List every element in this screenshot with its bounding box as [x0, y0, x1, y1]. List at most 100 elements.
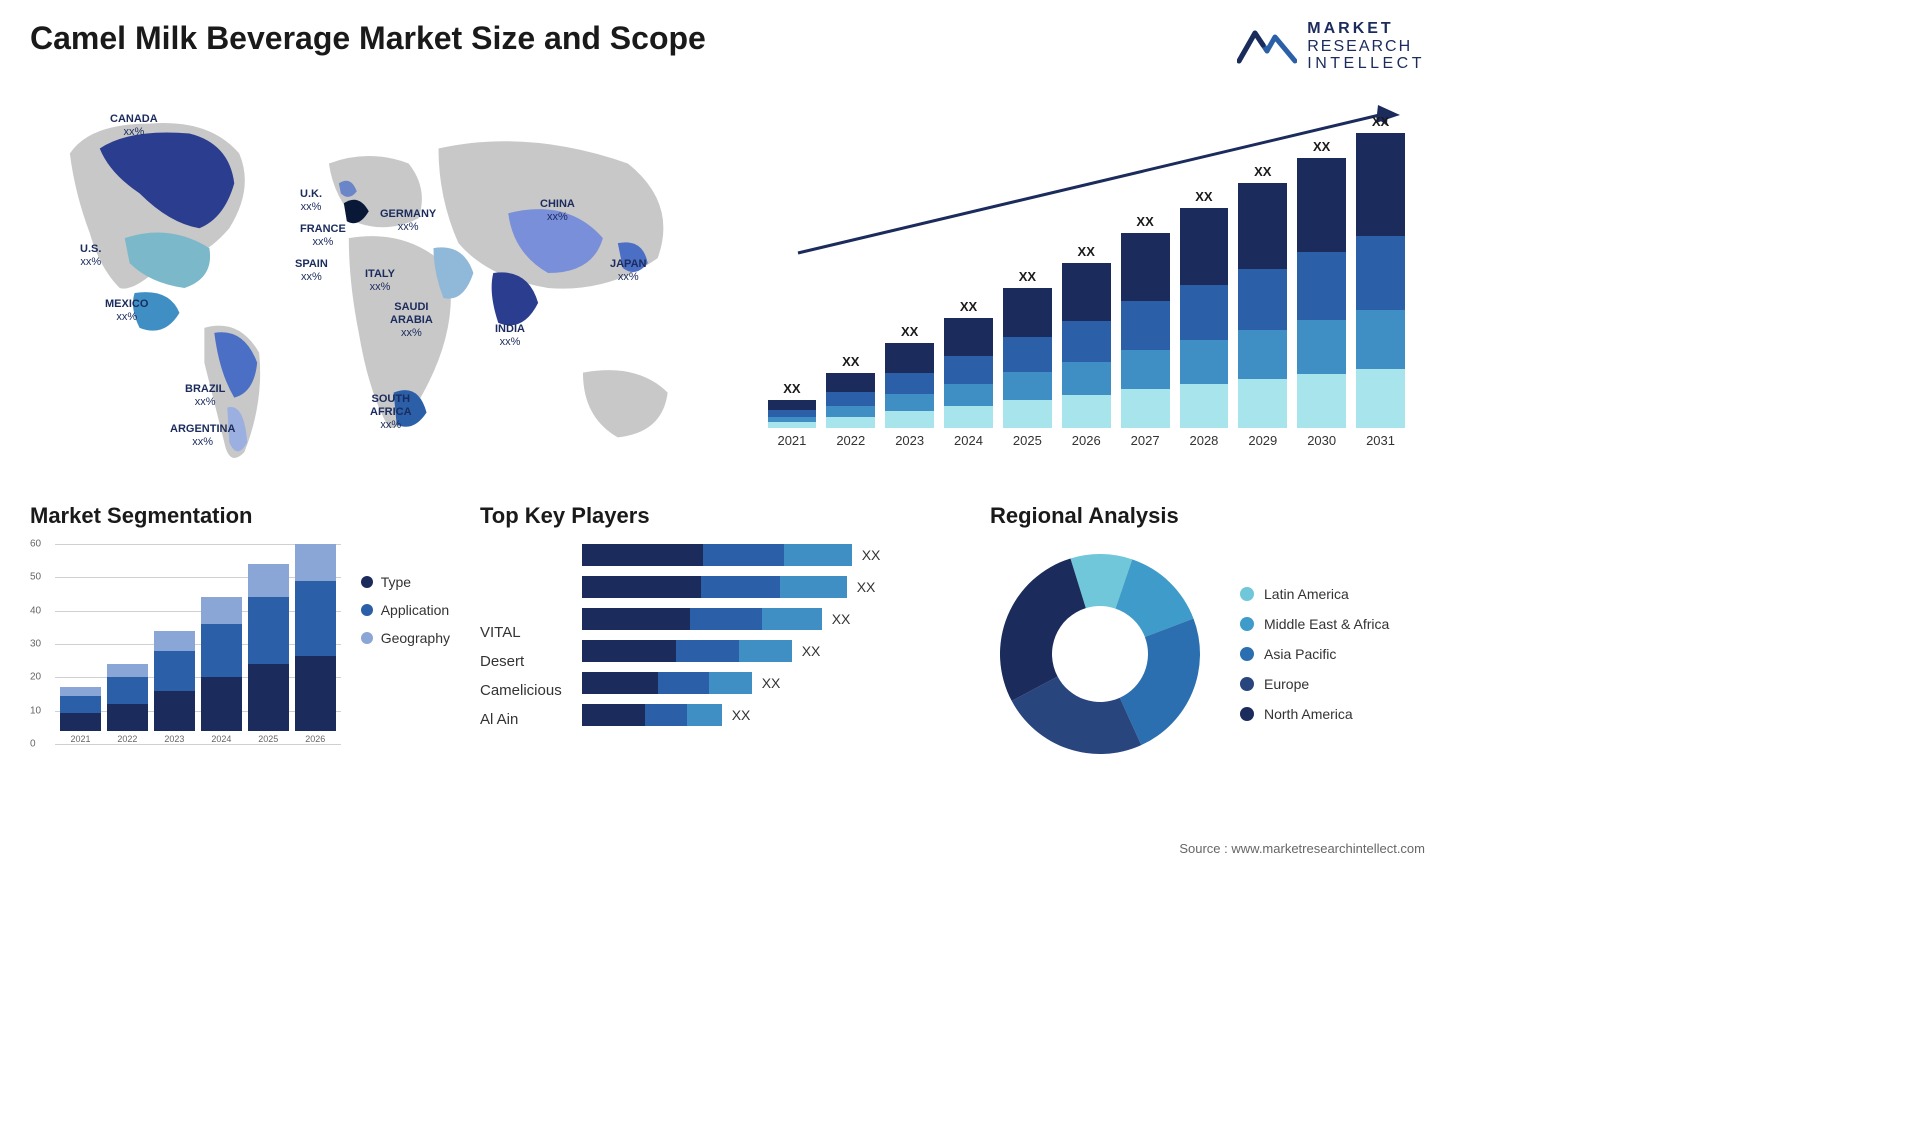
seg-xlabel: 2023: [164, 734, 184, 744]
seg-xlabel: 2021: [70, 734, 90, 744]
seg-ylabel: 50: [30, 572, 41, 583]
map-label-germany: GERMANYxx%: [380, 208, 436, 234]
stacked-bar-2025: XX 2025: [1003, 269, 1052, 448]
player-bar-row: XX: [582, 640, 960, 662]
stacked-bar-value: XX: [783, 381, 800, 396]
map-label-france: FRANCExx%: [300, 223, 346, 249]
stacked-bar-value: XX: [960, 299, 977, 314]
stacked-year-label: 2024: [954, 433, 983, 448]
stacked-year-label: 2030: [1307, 433, 1336, 448]
map-label-italy: ITALYxx%: [365, 268, 395, 294]
regional-legend-item: Latin America: [1240, 586, 1389, 602]
players-section: Top Key Players VITAL Desert Camelicious Al…: [480, 503, 960, 764]
segmentation-title: Market Segmentation: [30, 503, 450, 529]
stacked-year-label: 2025: [1013, 433, 1042, 448]
segmentation-section: Market Segmentation 60 50 40 30 20 10 0 2021 20…: [30, 503, 450, 764]
stacked-bar-2029: XX 2029: [1238, 164, 1287, 448]
map-label-spain: SPAINxx%: [295, 258, 328, 284]
seg-bar-2026: 2026: [295, 544, 336, 744]
player-value: XX: [832, 611, 851, 627]
seg-ylabel: 20: [30, 672, 41, 683]
seg-legend-item: Application: [361, 602, 450, 618]
stacked-bar-value: XX: [1136, 214, 1153, 229]
player-value: XX: [857, 579, 876, 595]
logo-icon: [1237, 23, 1297, 70]
seg-bar-2022: 2022: [107, 664, 148, 744]
map-label-japan: JAPANxx%: [610, 258, 646, 284]
player-value: XX: [802, 643, 821, 659]
stacked-year-label: 2027: [1131, 433, 1160, 448]
player-bar-row: XX: [582, 672, 960, 694]
stacked-bar-value: XX: [1019, 269, 1036, 284]
seg-xlabel: 2025: [258, 734, 278, 744]
logo-text-3: INTELLECT: [1307, 55, 1425, 73]
map-label-argentina: ARGENTINAxx%: [170, 423, 235, 449]
stacked-bar-2026: XX 2026: [1062, 244, 1111, 448]
player-name: Al Ain: [480, 711, 562, 728]
stacked-bar-value: XX: [1254, 164, 1271, 179]
map-label-southafrica: SOUTHAFRICAxx%: [370, 393, 412, 433]
stacked-bar-2023: XX 2023: [885, 324, 934, 448]
seg-ylabel: 10: [30, 705, 41, 716]
player-bar-row: XX: [582, 704, 960, 726]
regional-donut: [990, 544, 1210, 764]
stacked-bar-value: XX: [1372, 114, 1389, 129]
player-name: Camelicious: [480, 682, 562, 699]
seg-ylabel: 0: [30, 738, 36, 749]
stacked-bar-2030: XX2030: [1297, 139, 1346, 448]
segmentation-chart: 6050403020100 202120222023202420252026: [30, 544, 341, 764]
regional-legend-item: Asia Pacific: [1240, 646, 1389, 662]
map-label-china: CHINAxx%: [540, 198, 575, 224]
stacked-bar-value: XX: [842, 354, 859, 369]
seg-ylabel: 60: [30, 538, 41, 549]
player-value: XX: [732, 707, 751, 723]
seg-legend-item: Type: [361, 574, 450, 590]
page-title: Camel Milk Beverage Market Size and Scop…: [30, 20, 706, 57]
seg-ylabel: 40: [30, 605, 41, 616]
player-bar-row: XX: [582, 608, 960, 630]
stacked-bar-2031: XX2031: [1356, 114, 1405, 448]
logo-text-1: MARKET: [1307, 20, 1425, 38]
stacked-bar-2024: XX 2024: [944, 299, 993, 448]
stacked-bar-value: XX: [901, 324, 918, 339]
players-title: Top Key Players: [480, 503, 960, 529]
seg-bar-2021: 2021: [60, 687, 101, 743]
growth-chart-section: XX2021XX2022XX2023XX2024XX2025XX2026XX20…: [748, 93, 1426, 473]
map-label-mexico: MEXICOxx%: [105, 298, 148, 324]
stacked-year-label: 2022: [836, 433, 865, 448]
stacked-bar-2028: XX2028: [1180, 189, 1229, 448]
world-map-section: CANADAxx% U.S.xx% MEXICOxx% BRAZILxx% ARGENT…: [30, 93, 708, 473]
segmentation-legend: Type Application Geography: [361, 544, 450, 764]
seg-legend-item: Geography: [361, 630, 450, 646]
player-name: VITAL: [480, 624, 562, 641]
stacked-bar-value: XX: [1078, 244, 1095, 259]
players-list: VITAL Desert Camelicious Al Ain: [480, 544, 562, 728]
regional-legend-item: Middle East & Africa: [1240, 616, 1389, 632]
seg-bar-2025: 2025: [248, 564, 289, 744]
map-label-brazil: BRAZILxx%: [185, 383, 225, 409]
map-label-canada: CANADAxx%: [110, 113, 158, 139]
donut-slice: [1000, 558, 1086, 700]
seg-bar-2023: 2023: [154, 631, 195, 744]
seg-ylabel: 30: [30, 638, 41, 649]
seg-xlabel: 2026: [305, 734, 325, 744]
seg-bar-2024: 2024: [201, 597, 242, 743]
player-bar-row: XX: [582, 544, 960, 566]
player-value: XX: [862, 547, 881, 563]
stacked-year-label: 2021: [777, 433, 806, 448]
stacked-bars: XX2021XX2022XX2023XX2024XX2025XX2026XX20…: [768, 123, 1406, 448]
logo-text-2: RESEARCH: [1307, 38, 1425, 56]
regional-section: Regional Analysis Latin AmericaMiddle Ea…: [990, 503, 1425, 764]
source-attribution: Source : www.marketresearchintellect.com: [1179, 841, 1425, 856]
map-label-us: U.S.xx%: [80, 243, 101, 269]
stacked-year-label: 2026: [1072, 433, 1101, 448]
stacked-bar-2027: XX 2027: [1121, 214, 1170, 448]
stacked-bar-2022: XX 2022: [826, 354, 875, 448]
stacked-year-label: 2023: [895, 433, 924, 448]
map-label-india: INDIAxx%: [495, 323, 525, 349]
players-bars: XX XX XX XX XX XX: [582, 544, 960, 728]
brand-logo: MARKET RESEARCH INTELLECT: [1237, 20, 1425, 73]
player-value: XX: [762, 675, 781, 691]
stacked-year-label: 2029: [1248, 433, 1277, 448]
player-name: Desert: [480, 653, 562, 670]
